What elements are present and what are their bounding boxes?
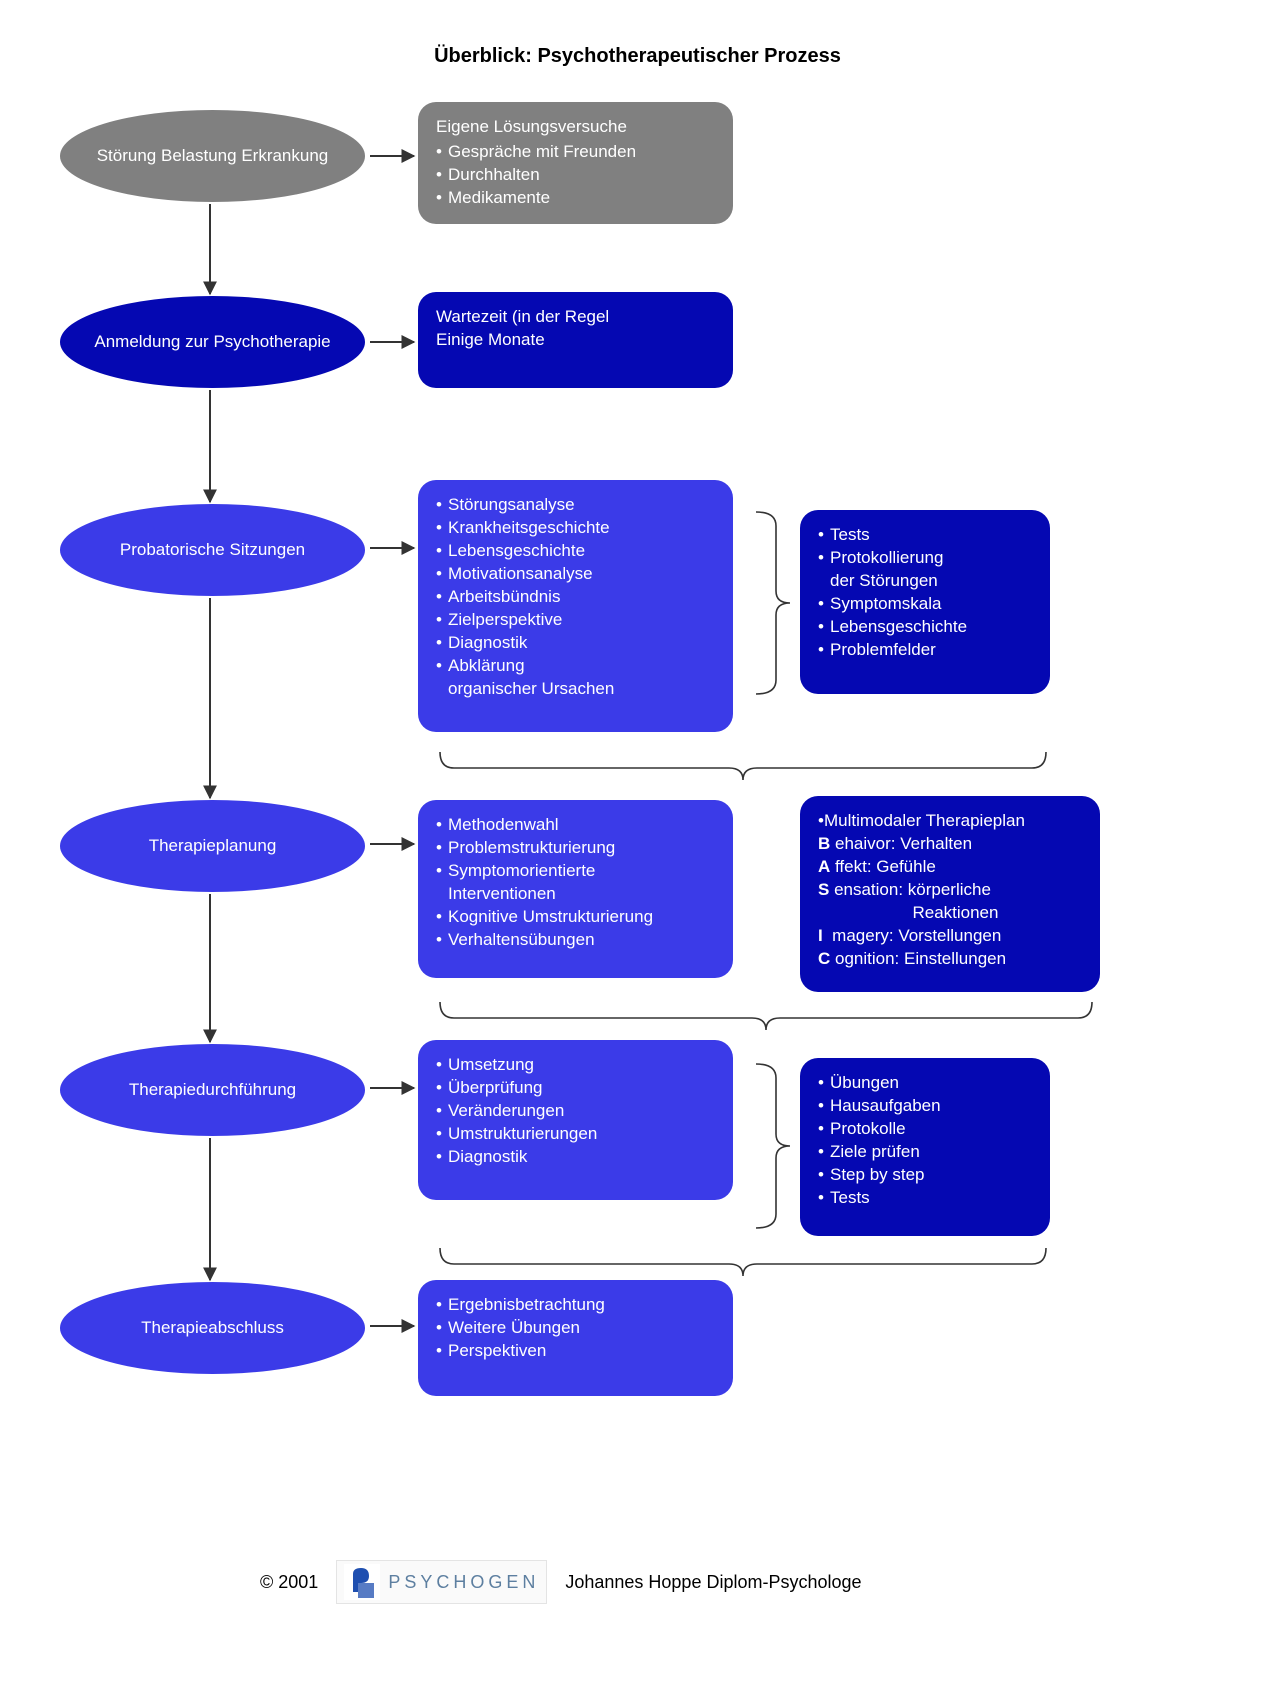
- page-title: Überblick: Psychotherapeutischer Prozess: [0, 45, 1275, 68]
- detail-box-b3: StörungsanalyseKrankheitsgeschichteLeben…: [418, 480, 733, 732]
- bullet-item: Step by step: [818, 1164, 1032, 1187]
- footer: © 2001 PSYCHOGEN Johannes Hoppe Diplom-P…: [0, 1560, 1275, 1604]
- detail-box-b5: UmsetzungÜberprüfungVeränderungenUmstruk…: [418, 1040, 733, 1200]
- stage-label: Therapiedurchführung: [129, 1080, 296, 1100]
- brand-text: PSYCHOGEN: [388, 1572, 539, 1593]
- bullet-item: Abklärung organischer Ursachen: [436, 655, 715, 701]
- bullet-item: Krankheitsgeschichte: [436, 517, 715, 540]
- box-heading: Eigene Lösungsversuche: [436, 116, 715, 139]
- bullet-item: Symptomskala: [818, 593, 1032, 616]
- bullet-item: Motivationsanalyse: [436, 563, 715, 586]
- rich-line: •Multimodaler Therapieplan: [818, 810, 1082, 833]
- bullet-item: Kognitive Umstrukturierung: [436, 906, 715, 929]
- box-rich: •Multimodaler TherapieplanB ehaivor: Ver…: [818, 810, 1082, 971]
- copyright: © 2001: [260, 1572, 318, 1593]
- bullet-item: Problemfelder: [818, 639, 1032, 662]
- box-bullets: TestsProtokollierung der StörungenSympto…: [818, 524, 1032, 662]
- box-bullets: StörungsanalyseKrankheitsgeschichteLeben…: [436, 494, 715, 700]
- detail-box-b4: MethodenwahlProblemstrukturierungSymptom…: [418, 800, 733, 978]
- stage-ellipse-e4: Therapieplanung: [60, 800, 365, 892]
- bullet-item: Protokolle: [818, 1118, 1032, 1141]
- detail-box-b4s: •Multimodaler TherapieplanB ehaivor: Ver…: [800, 796, 1100, 992]
- bullet-item: Umsetzung: [436, 1054, 715, 1077]
- bullet-item: Medikamente: [436, 187, 715, 210]
- box-bullets: MethodenwahlProblemstrukturierungSymptom…: [436, 814, 715, 952]
- rich-line: Reaktionen: [818, 902, 1082, 925]
- rich-line: C ognition: Einstellungen: [818, 948, 1082, 971]
- bullet-item: Übungen: [818, 1072, 1032, 1095]
- stage-ellipse-e1: Störung Belastung Erkrankung: [60, 110, 365, 202]
- stage-ellipse-e5: Therapiedurchführung: [60, 1044, 365, 1136]
- bullet-item: Tests: [818, 1187, 1032, 1210]
- detail-box-b2: Wartezeit (in der Regel Einige Monate: [418, 292, 733, 388]
- bullet-item: Perspektiven: [436, 1340, 715, 1363]
- stage-ellipse-e2: Anmeldung zur Psychotherapie: [60, 296, 365, 388]
- box-text: Wartezeit (in der Regel Einige Monate: [436, 306, 715, 352]
- stage-label: Therapieabschluss: [141, 1318, 284, 1338]
- box-bullets: ErgebnisbetrachtungWeitere ÜbungenPerspe…: [436, 1294, 715, 1363]
- brand-logo: PSYCHOGEN: [336, 1560, 547, 1604]
- author: Johannes Hoppe Diplom-Psychologe: [565, 1572, 861, 1593]
- stage-label: Therapieplanung: [149, 836, 277, 856]
- stage-ellipse-e6: Therapieabschluss: [60, 1282, 365, 1374]
- detail-box-b1: Eigene LösungsversucheGespräche mit Freu…: [418, 102, 733, 224]
- bullet-item: Störungsanalyse: [436, 494, 715, 517]
- bullet-item: Ergebnisbetrachtung: [436, 1294, 715, 1317]
- stage-ellipse-e3: Probatorische Sitzungen: [60, 504, 365, 596]
- rich-line: B ehaivor: Verhalten: [818, 833, 1082, 856]
- bullet-item: Diagnostik: [436, 632, 715, 655]
- bullet-item: Zielperspektive: [436, 609, 715, 632]
- bullet-item: Verhaltensübungen: [436, 929, 715, 952]
- bullet-item: Methodenwahl: [436, 814, 715, 837]
- detail-box-b6: ErgebnisbetrachtungWeitere ÜbungenPerspe…: [418, 1280, 733, 1396]
- box-bullets: ÜbungenHausaufgabenProtokolleZiele prüfe…: [818, 1072, 1032, 1210]
- bullet-item: Lebensgeschichte: [818, 616, 1032, 639]
- detail-box-b3s: TestsProtokollierung der StörungenSympto…: [800, 510, 1050, 694]
- stage-label: Störung Belastung Erkrankung: [97, 146, 329, 166]
- bullet-item: Umstrukturierungen: [436, 1123, 715, 1146]
- rich-line: S ensation: körperliche: [818, 879, 1082, 902]
- stage-label: Anmeldung zur Psychotherapie: [94, 332, 330, 352]
- bullet-item: Ziele prüfen: [818, 1141, 1032, 1164]
- bullet-item: Problemstrukturierung: [436, 837, 715, 860]
- box-bullets: UmsetzungÜberprüfungVeränderungenUmstruk…: [436, 1054, 715, 1169]
- bullet-item: Tests: [818, 524, 1032, 547]
- rich-line: A ffekt: Gefühle: [818, 856, 1082, 879]
- bullet-item: Überprüfung: [436, 1077, 715, 1100]
- bullet-item: Diagnostik: [436, 1146, 715, 1169]
- stage-label: Probatorische Sitzungen: [120, 540, 305, 560]
- bullet-item: Protokollierung der Störungen: [818, 547, 1032, 593]
- detail-box-b5s: ÜbungenHausaufgabenProtokolleZiele prüfe…: [800, 1058, 1050, 1236]
- bullet-item: Arbeitsbündnis: [436, 586, 715, 609]
- bullet-item: Symptomorientierte Interventionen: [436, 860, 715, 906]
- box-bullets: Gespräche mit FreundenDurchhaltenMedikam…: [436, 141, 715, 210]
- bullet-item: Hausaufgaben: [818, 1095, 1032, 1118]
- rich-line: I magery: Vorstellungen: [818, 925, 1082, 948]
- bullet-item: Lebensgeschichte: [436, 540, 715, 563]
- bullet-item: Gespräche mit Freunden: [436, 141, 715, 164]
- bullet-item: Veränderungen: [436, 1100, 715, 1123]
- bullet-item: Weitere Übungen: [436, 1317, 715, 1340]
- brand-mark-icon: [344, 1564, 380, 1600]
- bullet-item: Durchhalten: [436, 164, 715, 187]
